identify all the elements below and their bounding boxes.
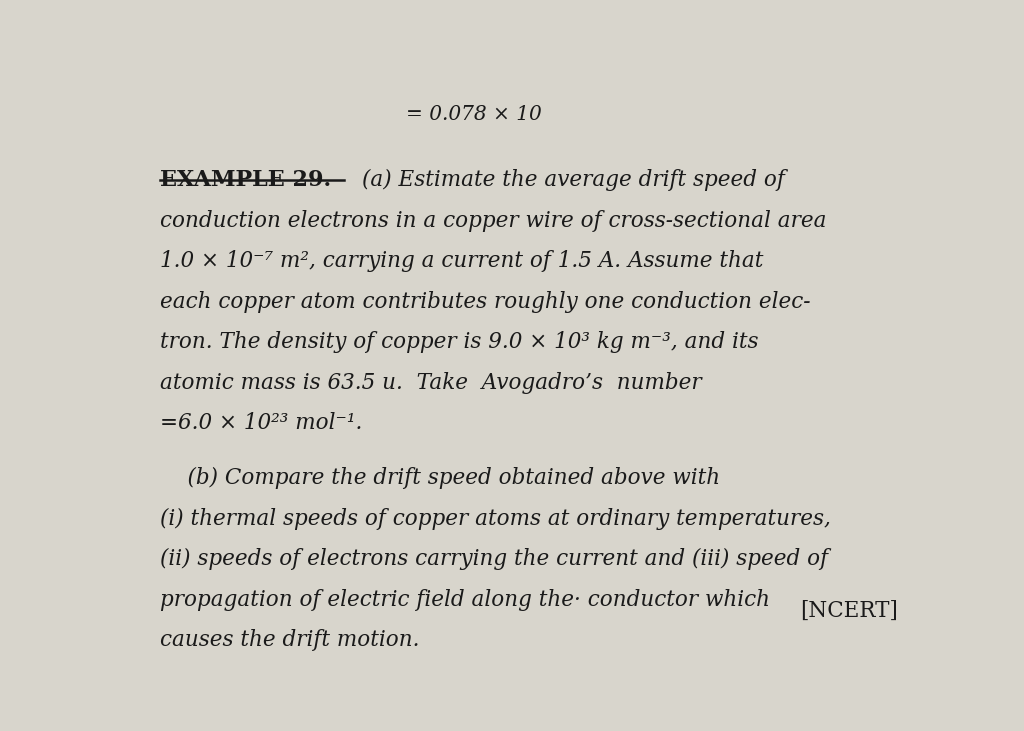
Text: EXAMPLE 29.: EXAMPLE 29. (160, 170, 331, 192)
Text: (b) Compare the drift speed obtained above with: (b) Compare the drift speed obtained abo… (160, 467, 720, 489)
Text: each copper atom contributes roughly one conduction elec-: each copper atom contributes roughly one… (160, 291, 810, 313)
Text: (ii) speeds of electrons carrying the current and (iii) speed of: (ii) speeds of electrons carrying the cu… (160, 548, 827, 570)
Text: causes the drift motion.: causes the drift motion. (160, 629, 419, 651)
Text: =6.0 × 10²³ mol⁻¹.: =6.0 × 10²³ mol⁻¹. (160, 412, 362, 434)
Text: (a) Estimate the average drift speed of: (a) Estimate the average drift speed of (362, 170, 785, 192)
Text: 1.0 × 10⁻⁷ m², carrying a current of 1.5 A. Assume that: 1.0 × 10⁻⁷ m², carrying a current of 1.5… (160, 251, 763, 273)
Text: = 0.078 × 10: = 0.078 × 10 (406, 105, 542, 124)
Text: atomic mass is 63.5 u.  Take  Avogadro’s  number: atomic mass is 63.5 u. Take Avogadro’s n… (160, 372, 701, 394)
Text: (i) thermal speeds of copper atoms at ordinary temperatures,: (i) thermal speeds of copper atoms at or… (160, 508, 830, 530)
Text: propagation of electric field along the· conductor which: propagation of electric field along the·… (160, 588, 770, 611)
Text: [NCERT]: [NCERT] (800, 600, 898, 622)
Text: tron. The density of copper is 9.0 × 10³ kg m⁻³, and its: tron. The density of copper is 9.0 × 10³… (160, 331, 758, 354)
Text: conduction electrons in a copper wire of cross-sectional area: conduction electrons in a copper wire of… (160, 210, 826, 232)
